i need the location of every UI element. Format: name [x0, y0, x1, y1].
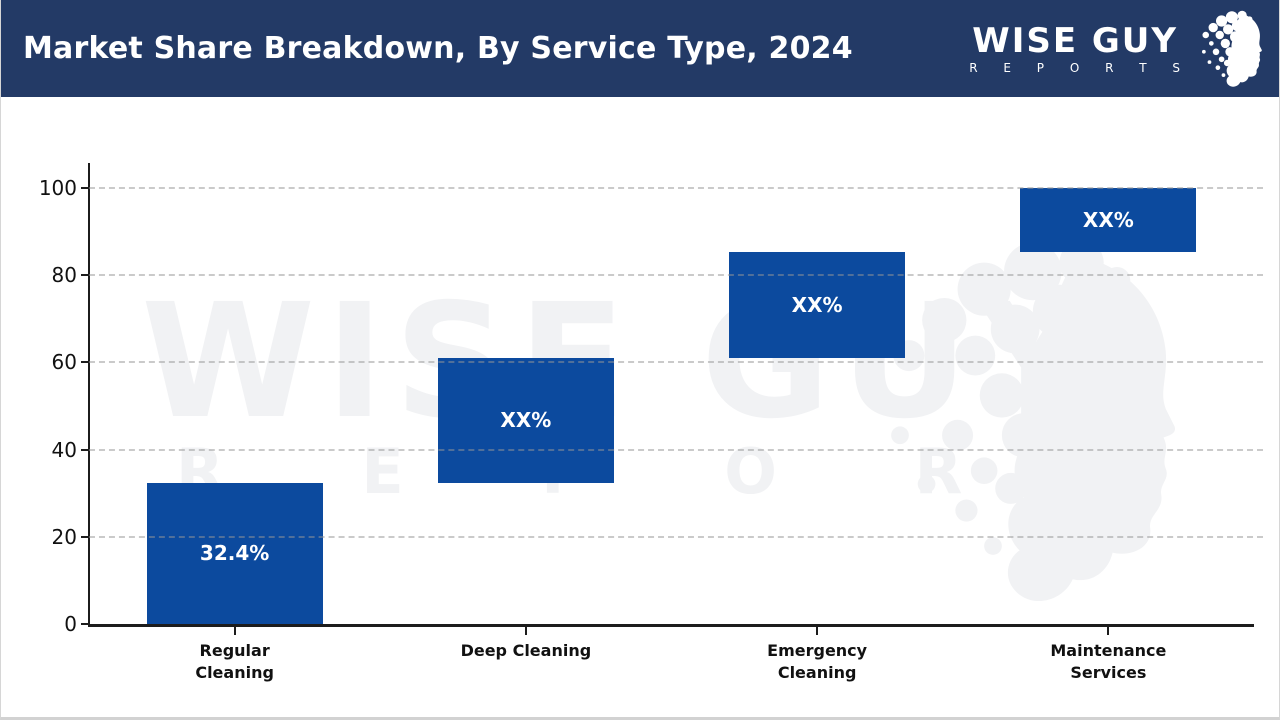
- bar-regular-cleaning: 32.4%: [146, 482, 323, 624]
- y-tick-label: 60: [51, 350, 77, 375]
- category-label: Regular Cleaning: [195, 641, 274, 682]
- y-tick-label: 20: [51, 524, 77, 549]
- logo-subtitle: R E P O R T S: [969, 60, 1191, 75]
- y-tick-label: 80: [51, 263, 77, 288]
- x-axis-line: [88, 624, 1254, 627]
- y-tick-mark: [81, 361, 89, 364]
- bar-value-label: XX%: [1082, 208, 1134, 233]
- header-bar: Market Share Breakdown, By Service Type,…: [1, 0, 1279, 97]
- category-label: Deep Cleaning: [460, 641, 592, 660]
- gridline: [89, 274, 1263, 277]
- gridline: [89, 361, 1263, 364]
- y-tick-mark: [81, 274, 89, 277]
- x-tick-mark: [233, 627, 236, 635]
- page-title: Market Share Breakdown, By Service Type,…: [23, 31, 853, 66]
- bar-value-label: 32.4%: [199, 541, 270, 566]
- y-tick-label: 100: [38, 176, 77, 200]
- y-tick-mark: [81, 448, 89, 451]
- wiseguy-face-icon: [1202, 10, 1262, 87]
- y-tick-mark: [81, 187, 89, 189]
- wiseguy-logo: WISE GUY R E P O R T S: [959, 7, 1267, 91]
- y-tick-label: 40: [51, 437, 77, 462]
- bar-deep-cleaning: XX%: [437, 358, 614, 483]
- logo-wordmark: WISE GUY: [972, 20, 1179, 61]
- x-tick-mark: [816, 627, 819, 635]
- x-tick-mark: [1107, 627, 1110, 635]
- bar-value-label: XX%: [500, 408, 552, 433]
- bar-value-label: XX%: [791, 293, 843, 318]
- y-tick-label: 0: [64, 612, 77, 636]
- y-tick-mark: [81, 535, 89, 538]
- bar-maintenance-services: XX%: [1020, 188, 1197, 253]
- bar-emergency-cleaning: XX%: [729, 252, 906, 359]
- gridline: [89, 187, 1263, 189]
- category-label: Maintenance Services: [1050, 641, 1167, 682]
- y-axis-line: [88, 163, 90, 626]
- gridline: [89, 535, 1263, 538]
- category-label: Emergency Cleaning: [767, 641, 868, 682]
- gridline: [89, 448, 1263, 451]
- x-tick-mark: [524, 627, 527, 635]
- y-tick-mark: [81, 623, 89, 625]
